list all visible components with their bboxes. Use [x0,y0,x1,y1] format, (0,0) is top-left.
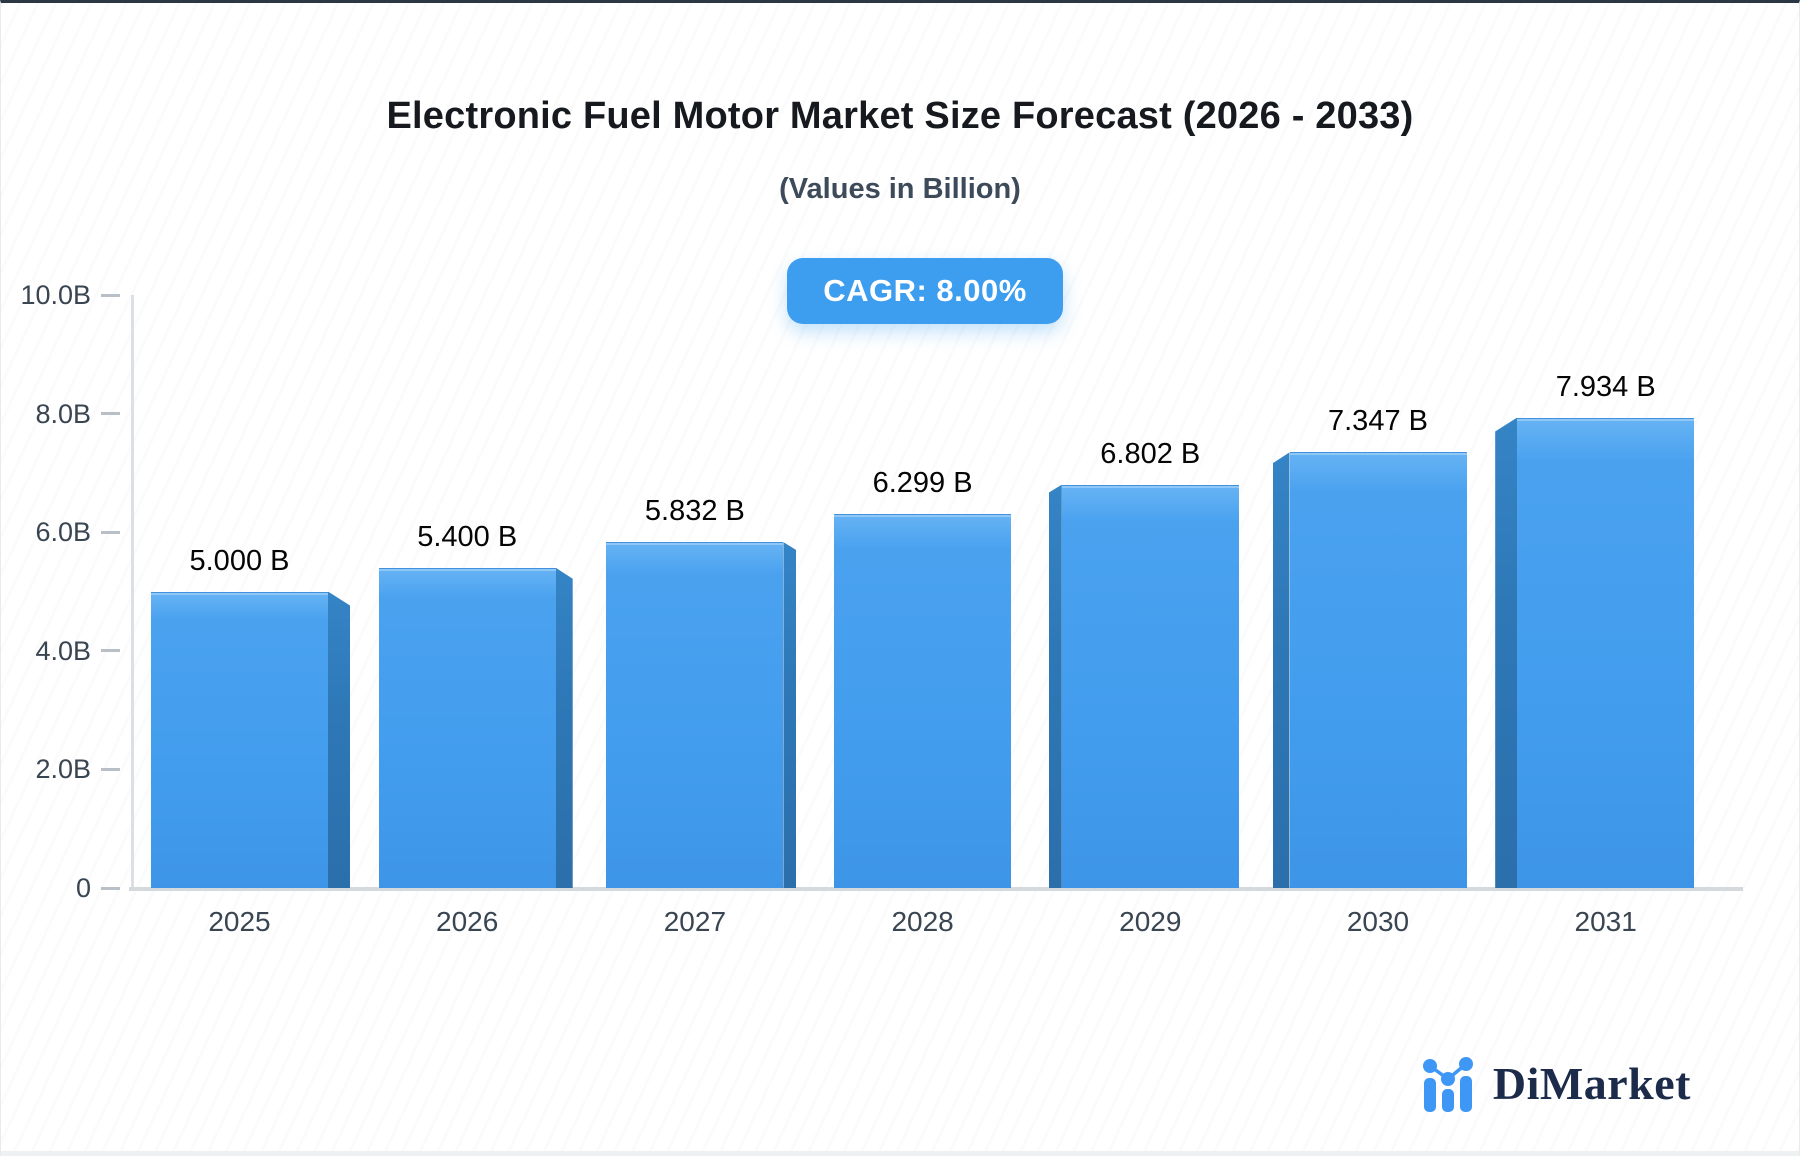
y-tick-mark [101,530,120,534]
x-axis-baseline [129,887,1743,891]
bar-value-label: 5.832 B [644,495,745,528]
x-axis-label: 2029 [1119,906,1182,937]
y-tick-label: 8.0B [35,398,91,429]
y-tick-mark [101,886,120,890]
bar-value-label: 6.299 B [872,467,973,500]
y-tick-mark [101,649,120,653]
x-axis-label: 2031 [1574,906,1637,937]
bar-2031-side [1495,417,1518,888]
bar-chart-with-dots-icon [1422,1057,1473,1112]
bar-2030 [1289,452,1467,888]
x-axis-label: 2030 [1346,906,1410,937]
bar-2030-side [1272,452,1290,888]
y-tick-label: 4.0B [35,635,91,666]
x-axis-label: 2027 [663,906,727,937]
y-tick-label: 0 [75,873,91,903]
bar-2031 [1517,417,1695,888]
bar-2029-side [1048,484,1062,888]
y-tick-label: 2.0B [35,754,91,785]
x-axis-label: 2025 [208,906,271,937]
chart-subtitle: (Values in Billion) [779,173,1021,205]
bar-2025-side [328,591,350,888]
bar-2029 [1061,484,1239,888]
x-axis-label: 2028 [891,906,954,937]
y-tick-mark [101,767,120,771]
bar-value-label: 6.802 B [1100,437,1201,470]
x-axis-label: 2026 [436,906,499,937]
y-tick-mark [101,293,120,297]
bar-value-label: 7.347 B [1328,405,1428,438]
bar-value-label: 7.934 B [1555,370,1656,403]
bar-2025 [151,591,328,888]
bar-value-label: 5.000 B [189,544,290,577]
bar-2026 [378,567,556,888]
bar-2026-side [555,567,573,888]
bar-2027 [606,542,784,888]
y-axis-line [131,295,134,889]
chart-title: Electronic Fuel Motor Market Size Foreca… [386,95,1414,137]
dimarket-logo: DiMarket [1417,1052,1691,1114]
y-tick-label: 6.0B [35,517,91,548]
y-tick-label: 10.0B [20,280,91,310]
cagr-badge: CAGR: 8.00% [787,258,1063,324]
bottom-edge [1,1151,1799,1156]
bar-2028 [834,514,1012,888]
dimarket-logo-text: DiMarket [1492,1057,1691,1109]
bar-2027-side [783,542,797,888]
bar-value-label: 5.400 B [417,520,518,553]
y-tick-mark [101,412,120,416]
bar-chart: 0 2.0B 4.0B 6.0B 8.0B 10.0B 5.000 B 5.400 B 5.8… [1,3,1799,1156]
